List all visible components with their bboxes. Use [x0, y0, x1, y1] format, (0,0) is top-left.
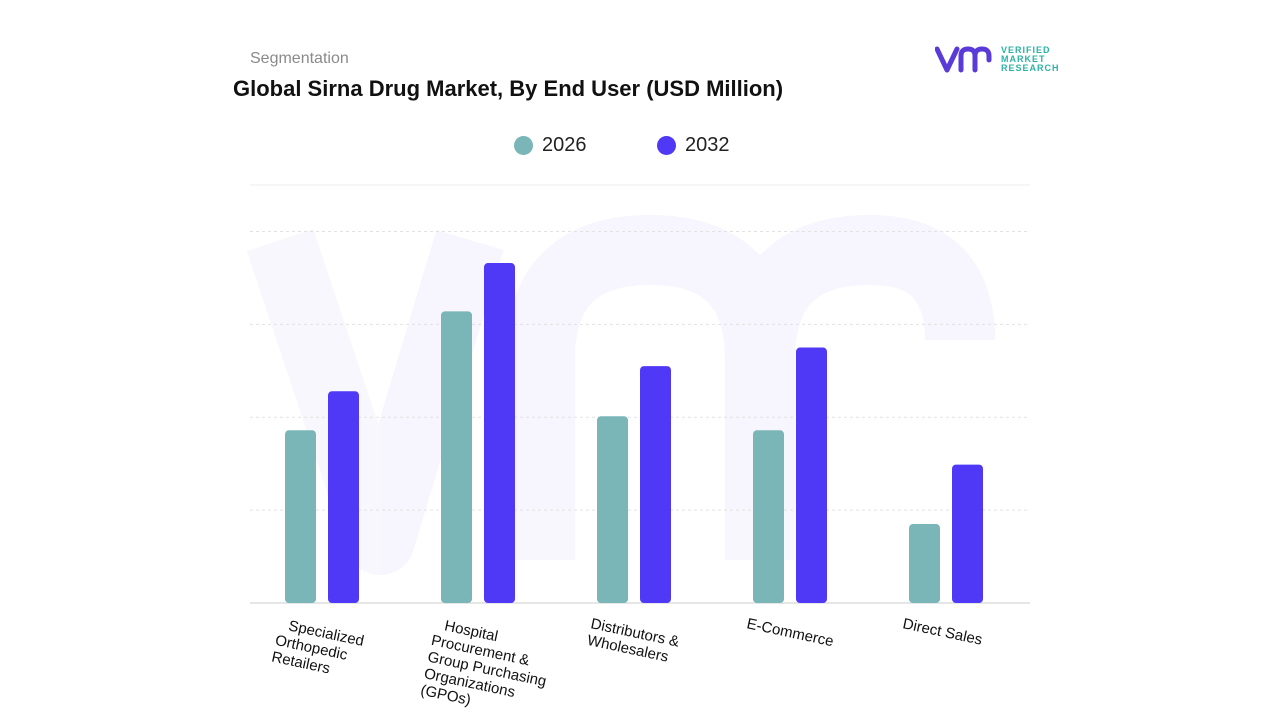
legend-swatch-2032 — [657, 136, 676, 155]
bar-2026-0[interactable] — [285, 430, 316, 603]
logo-line-verified: VERIFIED — [1001, 44, 1051, 55]
vmr-logo-icon — [935, 46, 992, 73]
x-tick-label-4: Direct Sales — [901, 615, 984, 648]
chart-title: Global Sirna Drug Market, By End User (U… — [233, 76, 784, 101]
x-tick-label-2: Distributors &Wholesalers — [586, 615, 681, 667]
bar-2026-2[interactable] — [597, 416, 628, 603]
bar-2032-0[interactable] — [328, 391, 359, 603]
x-tick-label-3: E-Commerce — [745, 615, 835, 650]
x-tick-label-1: HospitalProcurement &Group PurchasingOrg… — [419, 615, 555, 720]
vmr-logo: VERIFIED MARKET RESEARCH — [935, 44, 1060, 74]
bar-2032-3[interactable] — [796, 347, 827, 603]
bar-2026-4[interactable] — [909, 524, 940, 603]
x-tick-label-0: SpecializedOrthopedicRetailers — [270, 615, 365, 683]
chart-subtitle: Segmentation — [250, 50, 349, 67]
watermark-logo — [246, 214, 995, 575]
bar-2032-1[interactable] — [484, 263, 515, 603]
legend-label-2032: 2032 — [685, 134, 730, 156]
logo-line-research: RESEARCH — [1001, 62, 1060, 73]
bar-2026-1[interactable] — [441, 311, 472, 603]
legend-item-2032[interactable]: 2032 — [657, 134, 730, 157]
bar-2026-3[interactable] — [753, 430, 784, 603]
legend-item-2026[interactable]: 2026 — [514, 134, 587, 157]
legend-swatch-2026 — [514, 136, 533, 155]
bar-2032-2[interactable] — [640, 366, 671, 603]
bar-2032-4[interactable] — [952, 464, 983, 603]
logo-line-market: MARKET — [1001, 53, 1046, 64]
vmr-logo-text: VERIFIED MARKET RESEARCH — [1001, 44, 1060, 73]
chart-legend: 2026 2032 — [0, 134, 1280, 164]
legend-label-2026: 2026 — [542, 134, 587, 156]
